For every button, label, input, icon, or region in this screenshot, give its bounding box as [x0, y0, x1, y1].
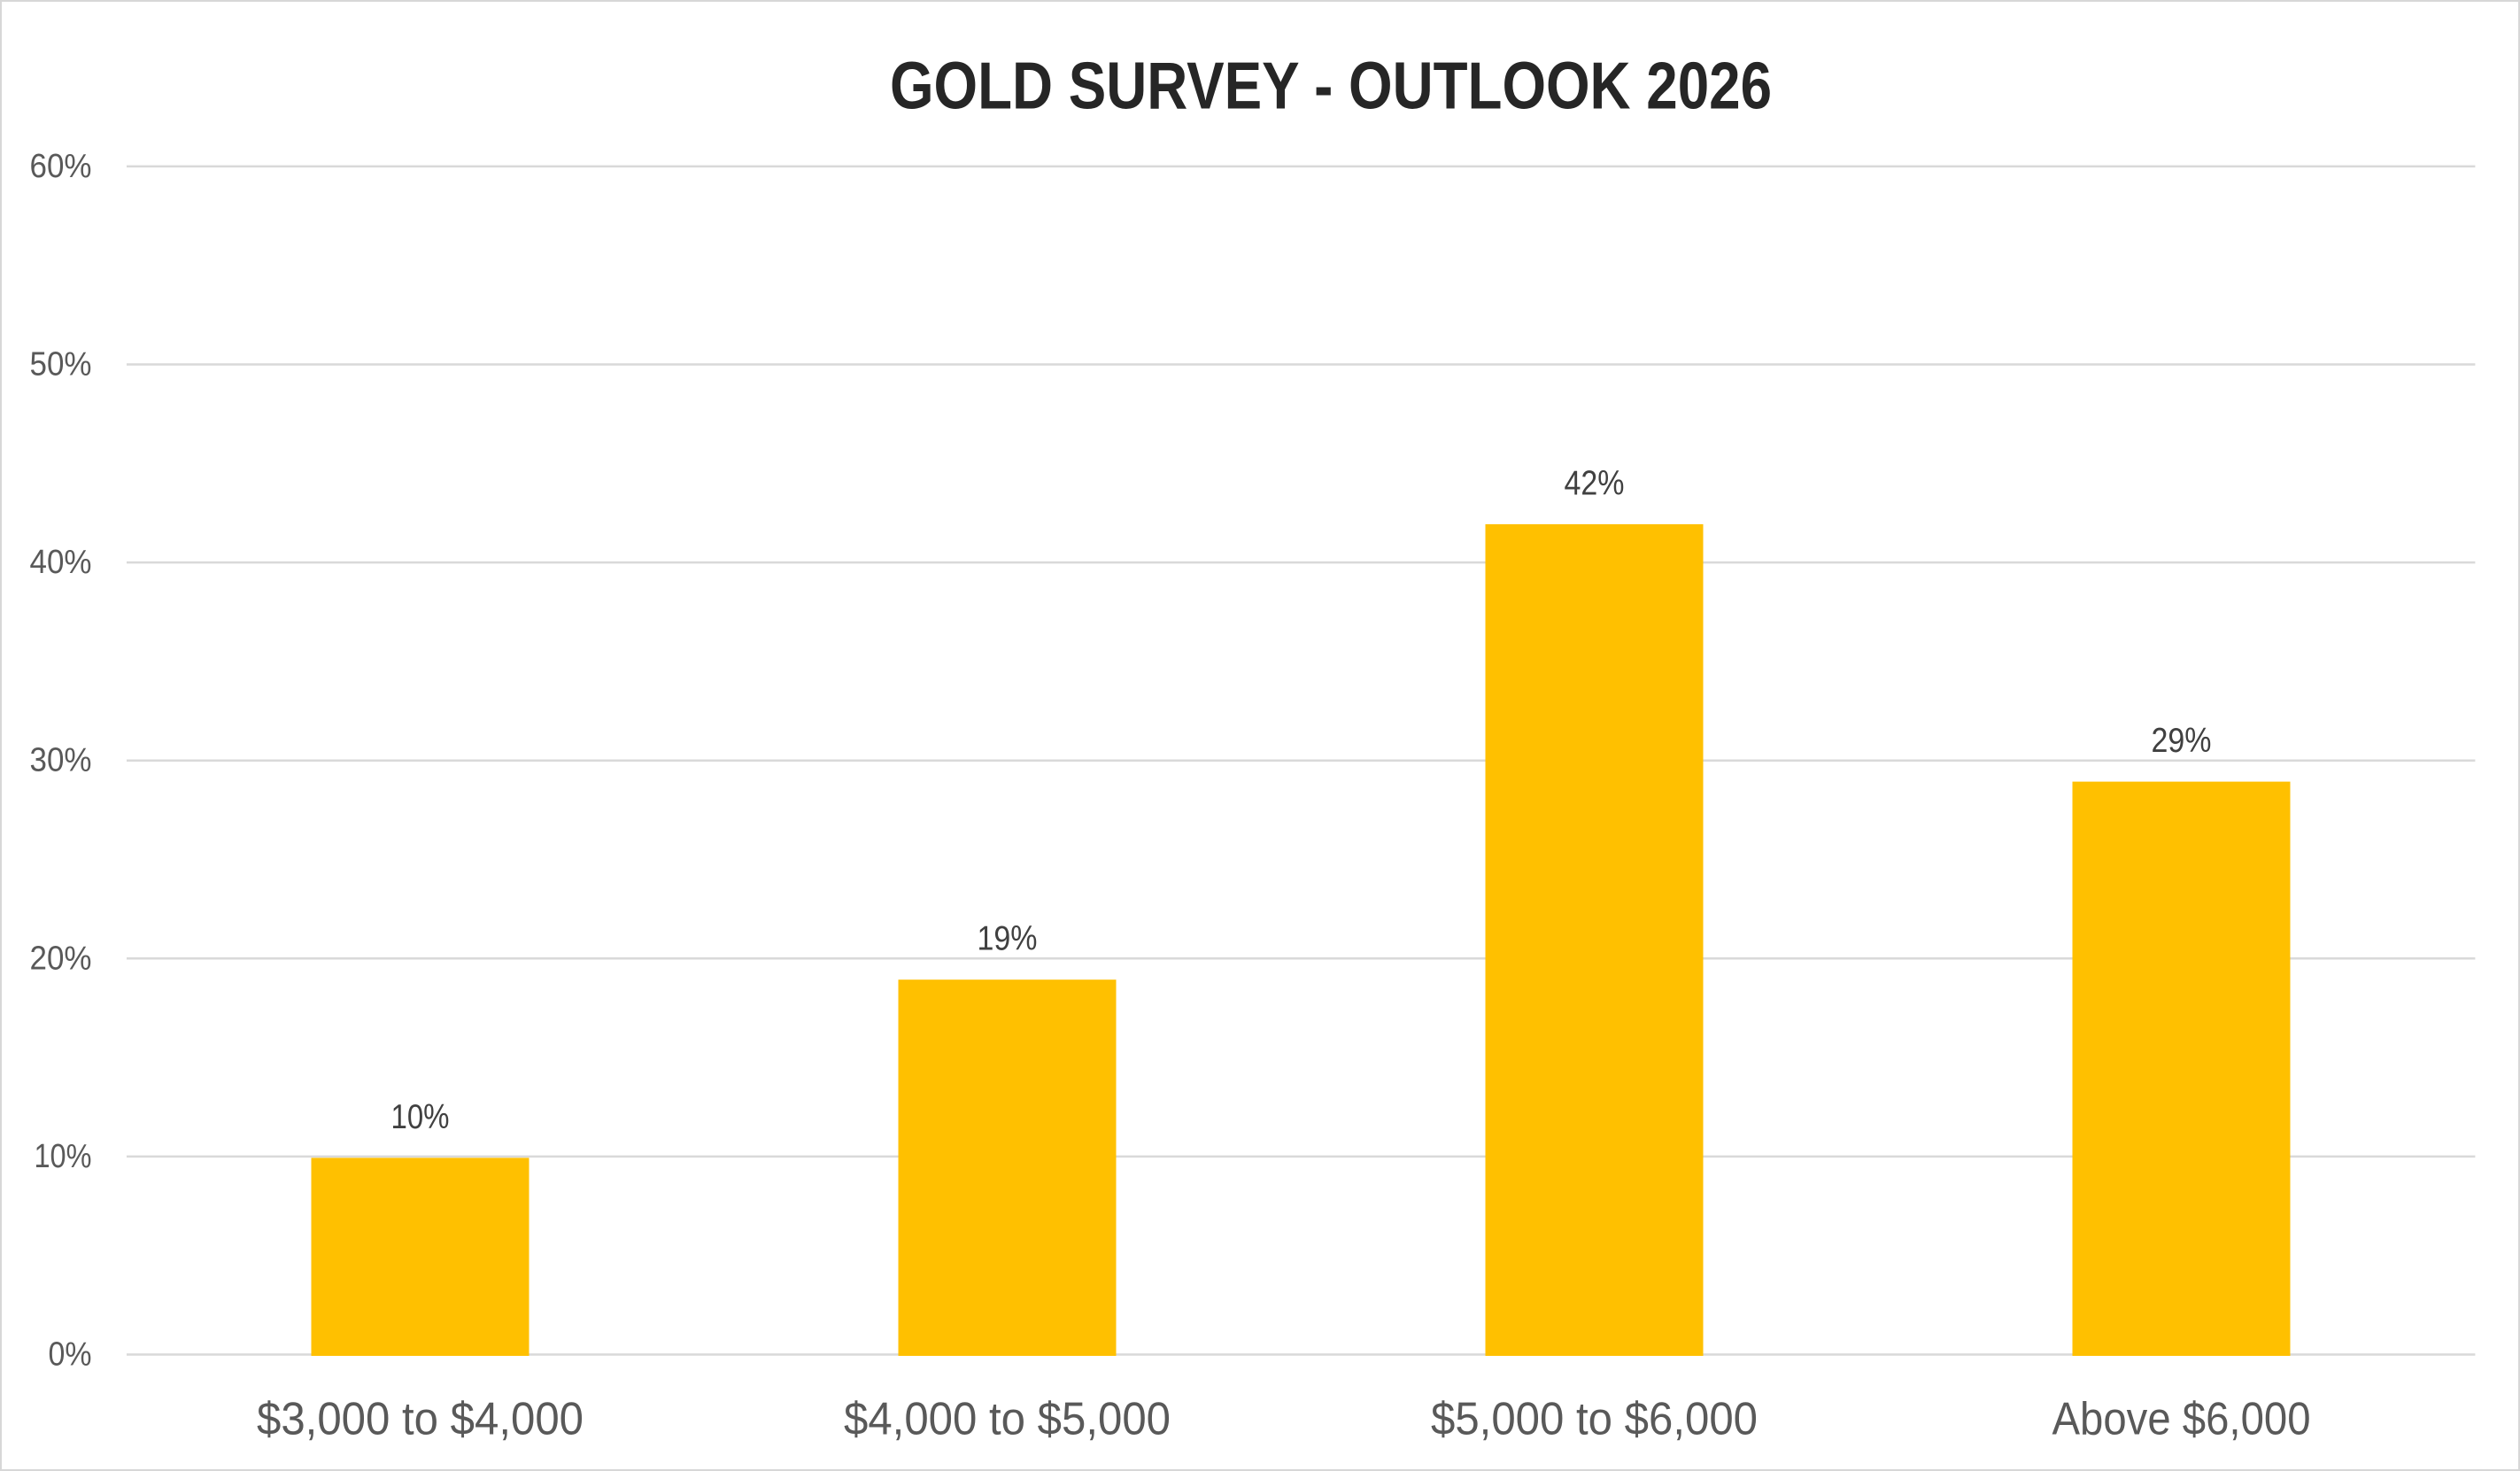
svg-text:42%: 42% — [1565, 464, 1625, 502]
svg-text:30%: 30% — [30, 742, 92, 779]
svg-text:40%: 40% — [30, 544, 92, 581]
svg-text:GOLD SURVEY - OUTLOOK 2026: GOLD SURVEY - OUTLOOK 2026 — [890, 49, 1772, 123]
svg-text:Above $6,000: Above $6,000 — [2052, 1394, 2311, 1445]
svg-text:$3,000 to $4,000: $3,000 to $4,000 — [257, 1394, 584, 1445]
svg-text:60%: 60% — [30, 148, 92, 185]
svg-text:20%: 20% — [30, 940, 92, 977]
svg-text:$4,000 to $5,000: $4,000 to $5,000 — [844, 1394, 1171, 1445]
svg-text:0%: 0% — [49, 1336, 92, 1374]
svg-text:$5,000 to $6,000: $5,000 to $6,000 — [1431, 1394, 1758, 1445]
svg-text:10%: 10% — [391, 1098, 450, 1136]
svg-text:10%: 10% — [35, 1138, 92, 1175]
svg-text:29%: 29% — [2152, 722, 2212, 760]
svg-text:50%: 50% — [30, 346, 92, 383]
svg-text:19%: 19% — [978, 920, 1038, 958]
